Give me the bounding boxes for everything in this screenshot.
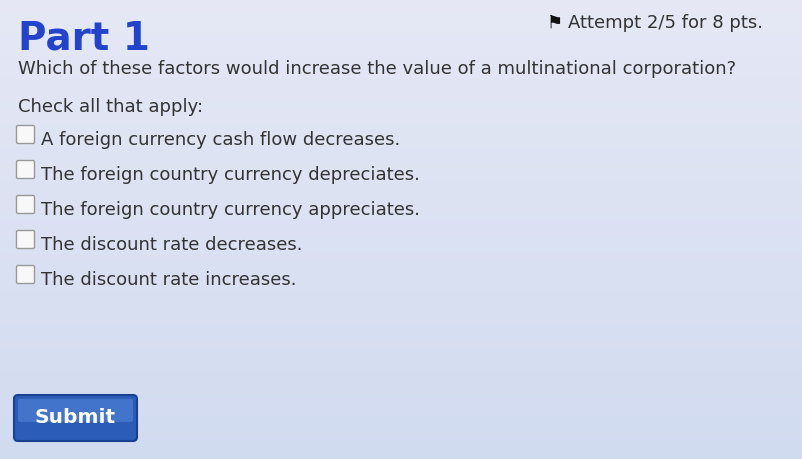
Text: Check all that apply:: Check all that apply: <box>18 98 203 116</box>
Text: Which of these factors would increase the value of a multinational corporation?: Which of these factors would increase th… <box>18 60 736 78</box>
Text: A foreign currency cash flow decreases.: A foreign currency cash flow decreases. <box>41 131 400 149</box>
FancyBboxPatch shape <box>17 126 34 144</box>
Text: The foreign country currency appreciates.: The foreign country currency appreciates… <box>41 201 420 218</box>
FancyBboxPatch shape <box>18 399 133 422</box>
FancyBboxPatch shape <box>14 395 137 441</box>
Text: The discount rate increases.: The discount rate increases. <box>41 270 297 288</box>
FancyBboxPatch shape <box>17 266 34 284</box>
Text: Submit: Submit <box>35 408 116 426</box>
Text: The foreign country currency depreciates.: The foreign country currency depreciates… <box>41 166 420 184</box>
Text: Part 1: Part 1 <box>18 20 150 58</box>
Text: The discount rate decreases.: The discount rate decreases. <box>41 235 302 253</box>
FancyBboxPatch shape <box>17 161 34 179</box>
FancyBboxPatch shape <box>17 231 34 249</box>
Text: Attempt 2/5 for 8 pts.: Attempt 2/5 for 8 pts. <box>568 14 763 32</box>
FancyBboxPatch shape <box>17 196 34 214</box>
Text: ⚑: ⚑ <box>547 14 563 32</box>
